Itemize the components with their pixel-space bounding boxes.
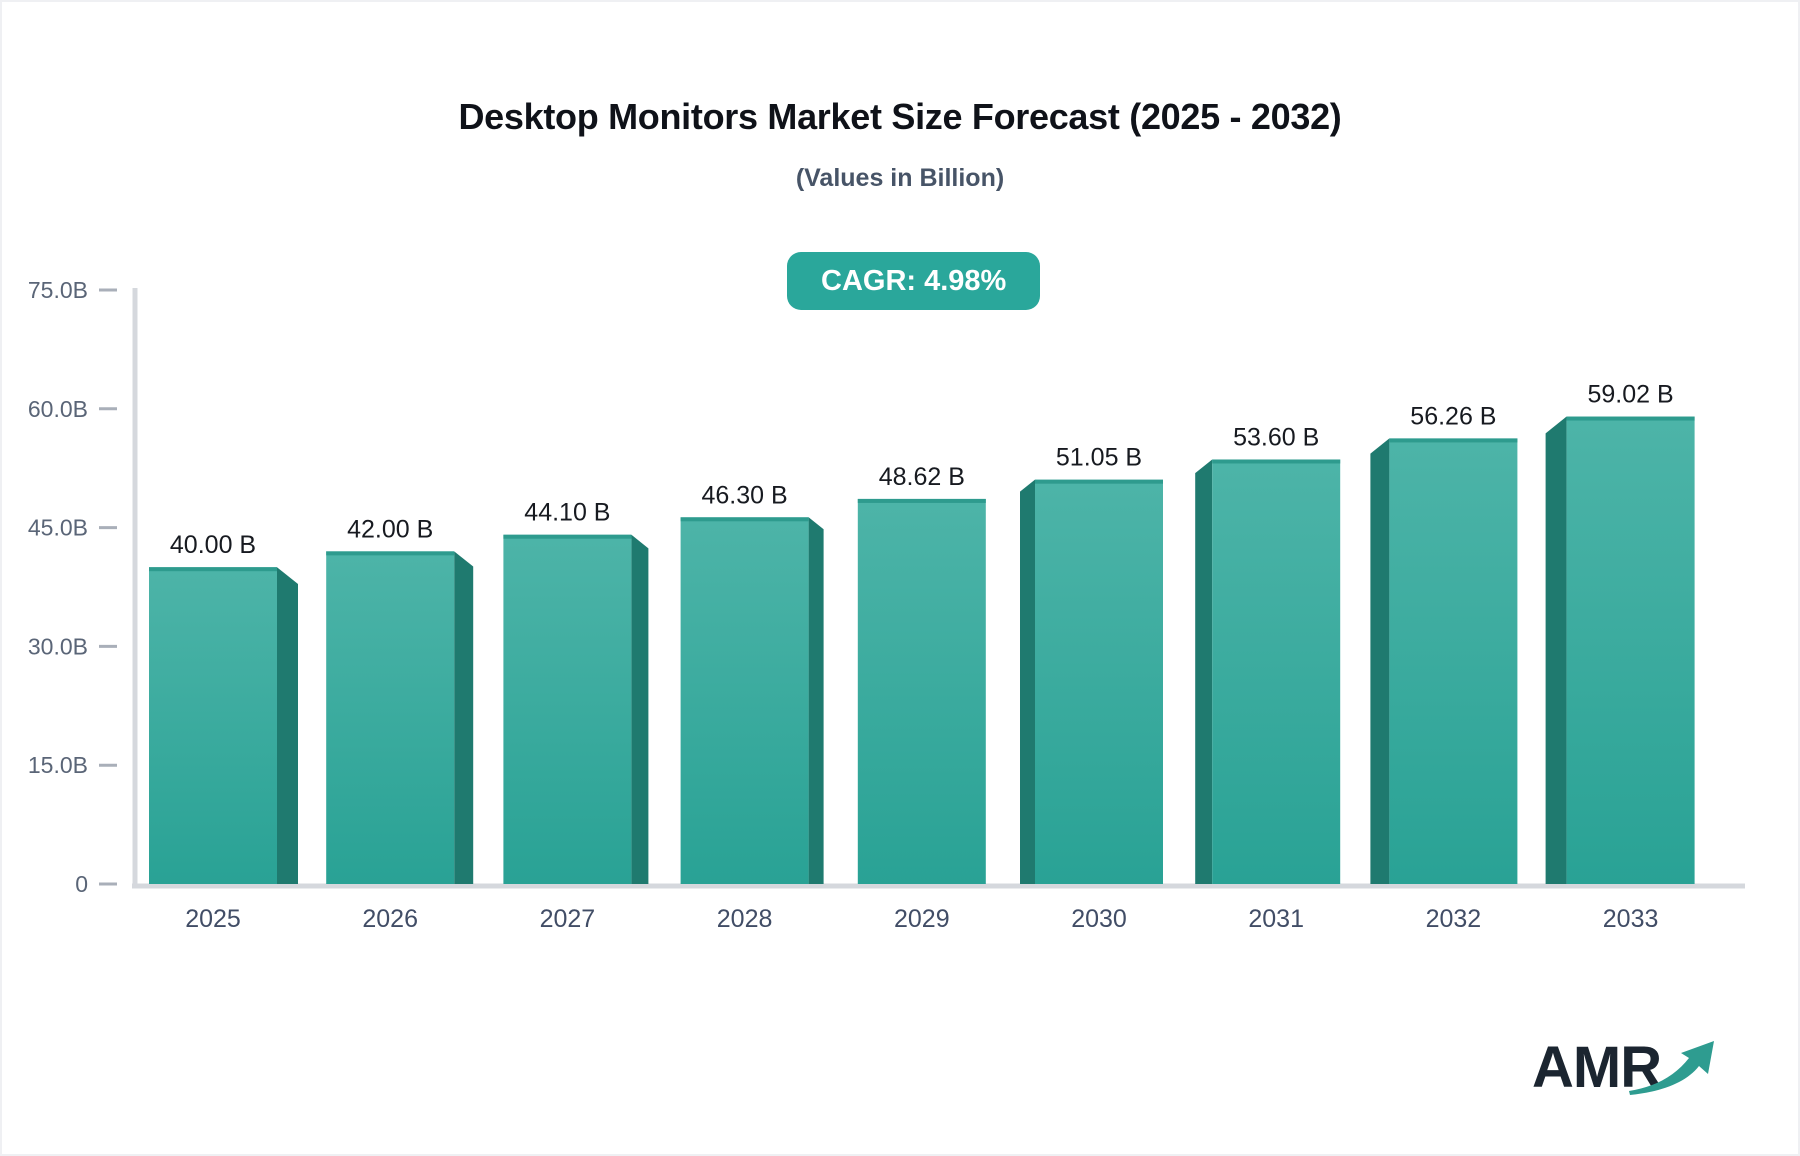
y-axis-label: 0 <box>75 871 88 897</box>
bar-top-edge <box>1566 416 1695 421</box>
bar-value-label: 53.60 B <box>1233 423 1319 451</box>
bar-value-label: 48.62 B <box>879 463 965 491</box>
x-axis-label: 2029 <box>894 905 950 933</box>
bar-top-edge <box>1035 479 1163 484</box>
bar <box>1212 459 1341 884</box>
bar-side-face <box>1020 479 1035 884</box>
bar-side-face <box>454 551 474 884</box>
x-axis-label: 2026 <box>362 905 418 933</box>
bar <box>1035 479 1163 884</box>
y-axis-label: 45.0B <box>28 515 88 541</box>
x-axis-label: 2033 <box>1603 905 1659 933</box>
bar <box>1389 438 1518 884</box>
bar-value-label: 44.10 B <box>524 499 610 527</box>
bar-value-label: 51.05 B <box>1056 444 1142 472</box>
chart-subtitle: (Values in Billion) <box>795 164 1005 192</box>
cagr-badge: CAGR: 4.98% <box>787 252 1041 310</box>
bar-top-edge <box>503 534 632 539</box>
y-axis-label: 75.0B <box>28 277 88 303</box>
bar-side-face <box>277 567 298 884</box>
bar-side-face <box>1195 459 1213 884</box>
bar-side-face <box>1545 416 1567 884</box>
bar-side-face <box>631 534 649 884</box>
bar <box>857 498 986 884</box>
chart-title: Desktop Monitors Market Size Forecast (2… <box>458 96 1342 137</box>
x-axis-label: 2027 <box>540 905 596 933</box>
bar <box>149 567 277 884</box>
x-axis-label: 2030 <box>1071 905 1127 933</box>
y-axis-label: 15.0B <box>28 752 88 778</box>
bar-top-edge <box>1212 459 1341 464</box>
bar-value-label: 46.30 B <box>702 481 788 509</box>
bar-side-face <box>808 517 824 884</box>
bar-top-edge <box>680 517 809 522</box>
bar-value-label: 56.26 B <box>1410 402 1496 430</box>
bar-top-edge <box>1389 438 1518 443</box>
x-axis-label: 2028 <box>717 905 773 933</box>
bar <box>503 534 632 884</box>
bar-value-label: 42.00 B <box>347 515 433 543</box>
y-axis-label: 30.0B <box>28 633 88 659</box>
x-axis-label: 2032 <box>1426 905 1482 933</box>
amr-logo: AMR <box>1532 1034 1742 1106</box>
bar <box>1566 416 1695 884</box>
bar-value-label: 59.02 B <box>1588 381 1674 409</box>
bar-value-label: 40.00 B <box>170 531 256 559</box>
bar <box>326 551 455 884</box>
bar-top-edge <box>857 498 986 503</box>
bar-top-edge <box>326 551 455 556</box>
x-axis-label: 2031 <box>1248 905 1304 933</box>
bar-side-face <box>1370 438 1390 884</box>
y-axis-label: 60.0B <box>28 396 88 422</box>
growth-arrow-icon <box>1629 1041 1714 1095</box>
bar <box>680 517 809 884</box>
x-axis-label: 2025 <box>185 905 241 933</box>
bar-top-edge <box>149 567 277 572</box>
